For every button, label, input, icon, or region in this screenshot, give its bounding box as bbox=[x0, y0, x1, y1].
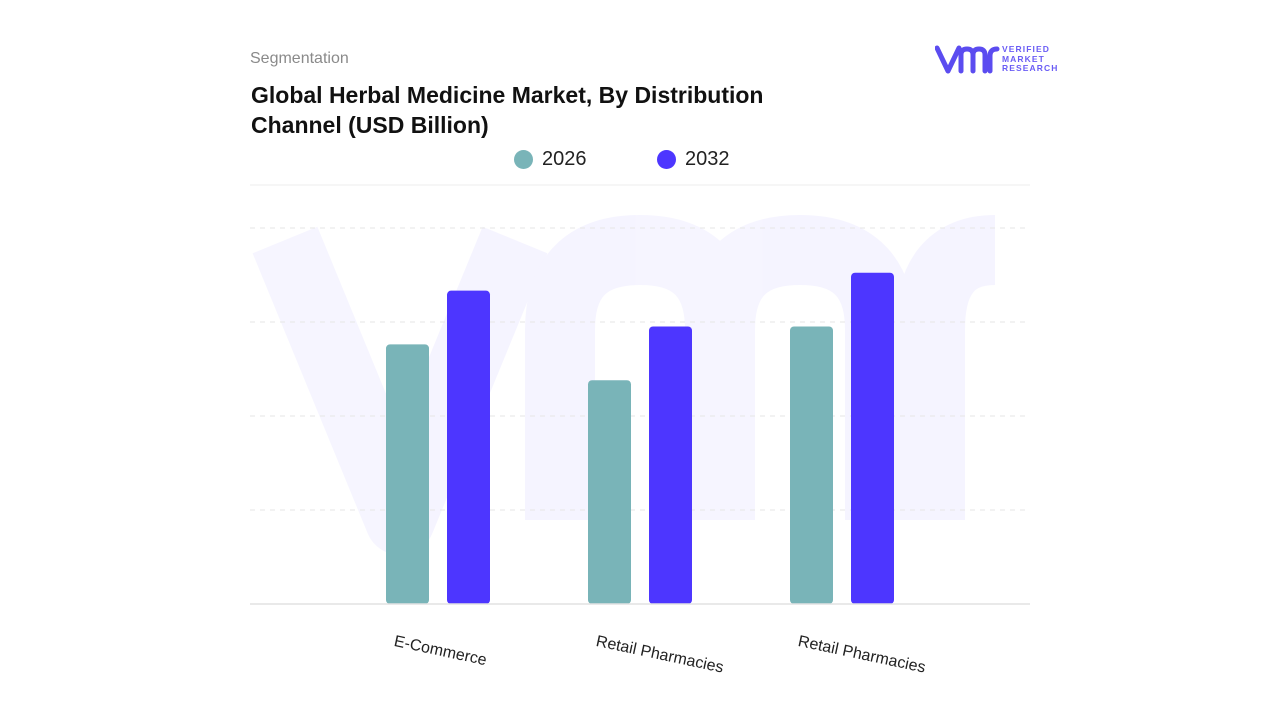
logo-line-verified: VERIFIED bbox=[1002, 44, 1051, 54]
vmr-logo-icon bbox=[935, 45, 1000, 74]
chart-legend: 2026 2032 bbox=[0, 148, 1280, 176]
bar-2032-3 bbox=[851, 272, 894, 604]
bar-2026-3 bbox=[790, 326, 833, 604]
bar-2026-1 bbox=[386, 344, 429, 604]
legend-swatch-2026 bbox=[514, 150, 533, 169]
logo-line-market: MARKET bbox=[1002, 53, 1045, 64]
bar-2026-2 bbox=[588, 380, 631, 604]
bar-2032-1 bbox=[447, 290, 490, 604]
logo-text: VERIFIED MARKET RESEARCH bbox=[1002, 44, 1059, 74]
legend-label-2026: 2026 bbox=[542, 148, 587, 170]
chart-title: Global Herbal Medicine Market, By Distri… bbox=[251, 82, 764, 138]
legend-item-2032: 2032 bbox=[657, 148, 730, 171]
legend-item-2026: 2026 bbox=[514, 148, 587, 171]
logo-line-research: RESEARCH bbox=[1002, 63, 1059, 73]
legend-label-2032: 2032 bbox=[685, 148, 730, 170]
segment-label: Segmentation bbox=[250, 50, 349, 67]
bar-2032-2 bbox=[649, 326, 692, 604]
legend-swatch-2032 bbox=[657, 150, 676, 169]
